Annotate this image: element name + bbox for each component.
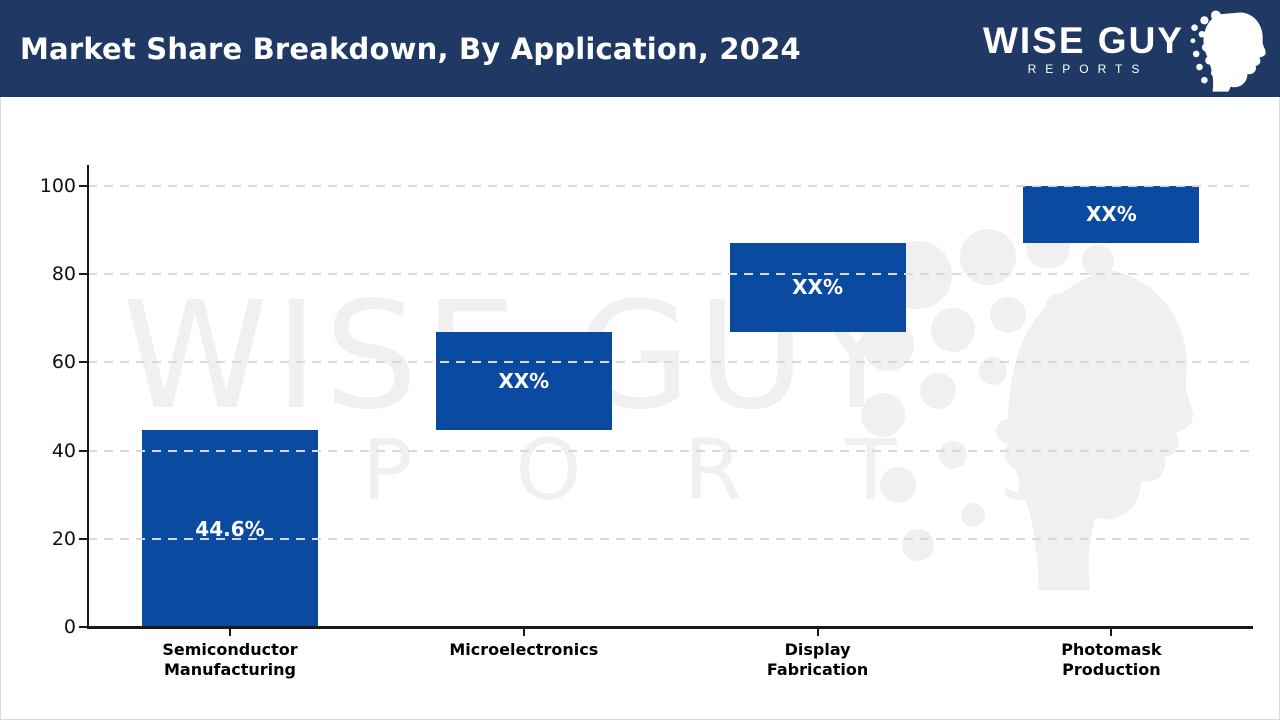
bar-semiconductor-manufacturing — [142, 430, 318, 627]
gridline-40 — [88, 449, 1252, 452]
x-tick-mark-semiconductor-manufacturing — [229, 629, 231, 636]
watermark-text-line2: P O R T S — [362, 421, 1091, 519]
x-tick-mark-display-fabrication — [816, 629, 819, 636]
y-tick-label-40: 40 — [51, 439, 76, 462]
x-category-label-line: Microelectronics — [449, 640, 599, 659]
x-category-label-line: Photomask — [1061, 640, 1162, 659]
logo-wordmark-block: WISE GUY REPORTS — [983, 22, 1184, 76]
bar-value-label-microelectronics: XX% — [498, 369, 550, 394]
x-tick-mark-microelectronics — [522, 629, 525, 636]
y-axis-spine — [87, 165, 89, 627]
logo-subtitle: REPORTS — [1027, 61, 1149, 76]
x-tick-mark-photomask-production — [1110, 629, 1113, 636]
x-category-label-line: Display — [784, 640, 851, 659]
y-tick-mark-40 — [79, 449, 88, 452]
gridline-100 — [88, 185, 1252, 187]
x-category-label-line: Fabrication — [766, 660, 869, 679]
y-tick-label-60: 60 — [51, 351, 76, 374]
bar-value-label-semiconductor-manufacturing: 44.6% — [195, 516, 265, 541]
y-tick-mark-60 — [79, 361, 88, 364]
x-category-label-line: Production — [1062, 660, 1161, 679]
dotted-face-profile-icon — [1190, 9, 1266, 92]
bar-microelectronics — [435, 331, 612, 431]
x-category-label-line: Semiconductor — [162, 640, 298, 659]
y-tick-label-80: 80 — [51, 263, 76, 286]
y-tick-label-20: 20 — [51, 527, 76, 550]
x-category-label-microelectronics: Microelectronics — [374, 640, 674, 660]
bar-photomask-production — [1023, 186, 1200, 243]
x-axis-spine — [87, 626, 1253, 629]
logo-wordmark: WISE GUY — [982, 19, 1184, 61]
y-tick-mark-80 — [79, 273, 88, 276]
x-category-label-semiconductor-manufacturing: Semiconductor Manufacturing — [80, 640, 380, 680]
bar-value-label-photomask-production: XX% — [1085, 202, 1137, 227]
x-category-label-display-fabrication: Display Fabrication — [668, 640, 968, 680]
gridline-80 — [88, 273, 1252, 276]
bar-display-fabrication — [729, 242, 906, 332]
y-tick-mark-0 — [79, 626, 88, 628]
y-tick-mark-20 — [79, 537, 88, 540]
y-tick-label-100: 100 — [39, 175, 76, 197]
wiseguy-logo: WISE GUY REPORTS — [983, 6, 1270, 92]
x-category-label-line: Manufacturing — [164, 660, 296, 679]
y-tick-mark-100 — [79, 185, 88, 187]
gridline-60 — [88, 361, 1252, 364]
gridline-20 — [88, 537, 1252, 540]
page-title: Market Share Breakdown, By Application, … — [20, 31, 801, 66]
x-category-label-photomask-production: Photomask Production — [961, 640, 1261, 680]
bar-value-label-display-fabrication: XX% — [792, 275, 844, 300]
header-banner: Market Share Breakdown, By Application, … — [0, 0, 1280, 97]
y-tick-label-0: 0 — [63, 616, 76, 638]
